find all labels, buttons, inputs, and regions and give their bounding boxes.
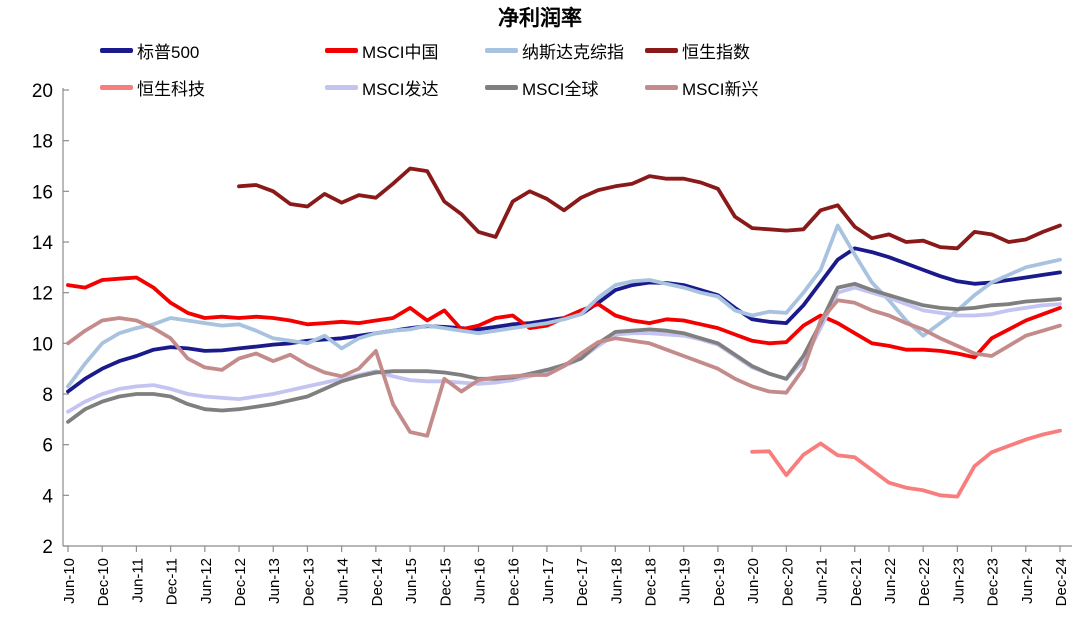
chart-title: 净利润率 bbox=[498, 7, 582, 30]
y-axis-label: 2 bbox=[42, 537, 53, 558]
x-axis-label: Dec-23 bbox=[985, 558, 1002, 606]
legend-swatch-icon bbox=[645, 84, 678, 90]
x-axis-label: Dec-14 bbox=[369, 558, 386, 606]
legend-label: 恒生指数 bbox=[682, 42, 750, 62]
legend-label: MSCI发达 bbox=[362, 79, 439, 99]
y-axis-label: 20 bbox=[32, 81, 53, 102]
x-axis-label: Jun-12 bbox=[198, 558, 215, 604]
x-axis-label: Dec-16 bbox=[506, 558, 523, 606]
x-axis-label: Dec-24 bbox=[1053, 558, 1070, 606]
series-line-7 bbox=[66, 298, 1062, 438]
x-axis-label: Jun-16 bbox=[471, 558, 488, 604]
series-line-2 bbox=[66, 223, 1062, 389]
legend-label: 标普500 bbox=[137, 42, 200, 62]
legend-swatch-icon bbox=[645, 47, 678, 53]
x-axis-label: Jun-10 bbox=[61, 558, 78, 604]
legend-label: 纳斯达克综指 bbox=[522, 42, 624, 62]
series-line-3 bbox=[237, 166, 1062, 251]
x-axis-label: Dec-11 bbox=[164, 558, 181, 605]
y-axis-label: 10 bbox=[32, 334, 53, 355]
x-axis-label: Dec-22 bbox=[916, 558, 933, 606]
x-axis-label: Jun-23 bbox=[950, 558, 967, 604]
legend-item-7[interactable]: MSCI新兴 bbox=[645, 77, 759, 99]
legend-item-5[interactable]: MSCI发达 bbox=[325, 77, 439, 99]
legend-item-6[interactable]: MSCI全球 bbox=[485, 77, 599, 99]
legend-swatch-icon bbox=[485, 47, 518, 53]
legend-item-3[interactable]: 恒生指数 bbox=[645, 40, 750, 62]
x-axis-label: Jun-15 bbox=[403, 558, 420, 604]
legend: 标普500 MSCI中国 纳斯达克综指 恒生指数恒生科技 MSCI发达 MSCI全球 MSC… bbox=[0, 0, 1080, 100]
legend-item-4[interactable]: 恒生科技 bbox=[100, 77, 205, 99]
y-axis-label: 14 bbox=[32, 233, 54, 254]
y-axis-label: 16 bbox=[32, 182, 53, 203]
x-axis-label: Dec-12 bbox=[232, 558, 249, 606]
legend-swatch-icon bbox=[325, 47, 358, 53]
legend-label: MSCI中国 bbox=[362, 42, 439, 62]
legend-swatch-icon bbox=[485, 84, 518, 90]
legend-label: MSCI全球 bbox=[522, 79, 599, 99]
x-axis-label: Jun-18 bbox=[608, 558, 625, 604]
x-axis-label: Jun-11 bbox=[129, 558, 146, 603]
legend-swatch-icon bbox=[100, 84, 133, 90]
x-axis-label: Dec-10 bbox=[95, 558, 112, 606]
x-axis-label: Dec-13 bbox=[300, 558, 317, 606]
x-axis-label: Dec-18 bbox=[643, 558, 660, 606]
y-axis-label: 12 bbox=[32, 284, 53, 305]
legend-label: 恒生科技 bbox=[137, 79, 205, 99]
x-axis-label: Jun-21 bbox=[814, 558, 831, 604]
x-axis-label: Dec-20 bbox=[779, 558, 796, 606]
legend-swatch-icon bbox=[325, 84, 358, 90]
x-axis-label: Jun-13 bbox=[266, 558, 283, 604]
series-line-4 bbox=[750, 428, 1062, 499]
y-axis-label: 18 bbox=[32, 132, 53, 153]
legend-label: MSCI新兴 bbox=[682, 79, 759, 99]
x-axis-label: Jun-24 bbox=[1019, 558, 1036, 604]
x-axis-label: Jun-20 bbox=[745, 558, 762, 604]
x-axis-label: Jun-14 bbox=[335, 558, 352, 604]
legend-swatch-icon bbox=[100, 47, 133, 53]
x-axis-label: Dec-21 bbox=[848, 558, 865, 606]
legend-item-0[interactable]: 标普500 bbox=[100, 40, 200, 62]
x-axis-label: Jun-19 bbox=[677, 558, 694, 604]
y-axis-label: 4 bbox=[42, 486, 53, 507]
y-axis-label: 8 bbox=[42, 385, 53, 406]
x-axis-label: Dec-19 bbox=[711, 558, 728, 606]
legend-item-2[interactable]: 纳斯达克综指 bbox=[485, 40, 624, 62]
x-axis-label: Dec-15 bbox=[437, 558, 454, 606]
x-axis-label: Dec-17 bbox=[574, 558, 591, 606]
legend-item-1[interactable]: MSCI中国 bbox=[325, 40, 439, 62]
x-axis-label: Jun-17 bbox=[540, 558, 557, 604]
y-axis-label: 6 bbox=[42, 436, 53, 457]
x-axis-label: Jun-22 bbox=[882, 558, 899, 604]
